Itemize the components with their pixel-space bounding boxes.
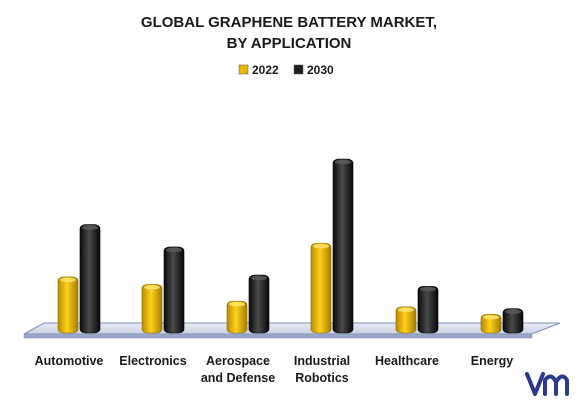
bar-2030-healthcare <box>417 285 439 334</box>
x-tick-label-5: Energy <box>471 354 513 368</box>
x-tick-label-line: Electronics <box>119 354 186 368</box>
x-tick-label-4: Healthcare <box>375 354 439 368</box>
legend: 2022 2030 <box>238 63 334 77</box>
x-axis-labels: Automotive Electronics Aerospace and Defens… <box>35 354 514 385</box>
chart-title: GLOBAL GRAPHENE BATTERY MARKET, BY APPLI… <box>141 14 437 52</box>
bars-group <box>57 158 524 334</box>
bar-2022-healthcare <box>395 306 417 334</box>
bar-2030-automotive <box>79 224 101 334</box>
bar-2022-aerospace-and-defense <box>226 300 248 334</box>
bar-cap-2030-0 <box>82 225 98 230</box>
bar-cap-2030-1 <box>166 247 182 253</box>
plot-floor <box>23 322 561 339</box>
x-tick-label-1: Electronics <box>119 354 186 368</box>
bar-2030-aerospace-and-defense <box>248 274 270 334</box>
bar-2030-industrial-robotics <box>332 158 354 334</box>
bar-cap-2030-5 <box>505 309 521 314</box>
floor-top <box>23 322 561 335</box>
bar-2022-automotive <box>57 276 79 334</box>
bar-cap-2030-4 <box>420 287 436 292</box>
bar-cap-2022-1 <box>144 285 160 290</box>
bar-cap-2030-3 <box>335 159 351 165</box>
x-tick-label-0: Automotive <box>35 354 104 368</box>
x-tick-label-line: Automotive <box>35 354 104 368</box>
bar-cap-2022-5 <box>483 315 499 320</box>
x-tick-label-line: Robotics <box>295 371 349 385</box>
vmr-logo-icon <box>525 372 569 396</box>
bar-cap-2030-2 <box>251 275 267 281</box>
x-tick-label-2: Aerospace and Defense <box>201 354 275 385</box>
x-tick-label-line: Healthcare <box>375 354 439 368</box>
legend-swatch-2030 <box>293 64 304 75</box>
floor-edge <box>23 333 533 339</box>
bar-cap-2022-0 <box>60 277 76 283</box>
legend-swatch-2022 <box>238 64 249 75</box>
bar-2022-industrial-robotics <box>310 242 332 334</box>
legend-label-2022: 2022 <box>252 63 279 77</box>
chart-title-line-1: GLOBAL GRAPHENE BATTERY MARKET, <box>141 14 437 31</box>
x-tick-label-line: Industrial <box>294 354 350 368</box>
bar-cap-2022-2 <box>229 302 245 307</box>
bar-2030-electronics <box>163 246 185 334</box>
bar-2030-energy <box>502 308 524 334</box>
bar-cap-2022-3 <box>313 244 329 249</box>
bar-cap-2022-4 <box>398 307 414 313</box>
x-tick-label-line: Aerospace <box>206 354 270 368</box>
chart-title-line-2: BY APPLICATION <box>227 35 352 52</box>
x-tick-label-line: Energy <box>471 354 513 368</box>
x-tick-label-line: and Defense <box>201 371 275 385</box>
bar-2022-electronics <box>141 284 163 334</box>
x-tick-label-3: Industrial Robotics <box>294 354 350 385</box>
legend-label-2030: 2030 <box>307 63 334 77</box>
